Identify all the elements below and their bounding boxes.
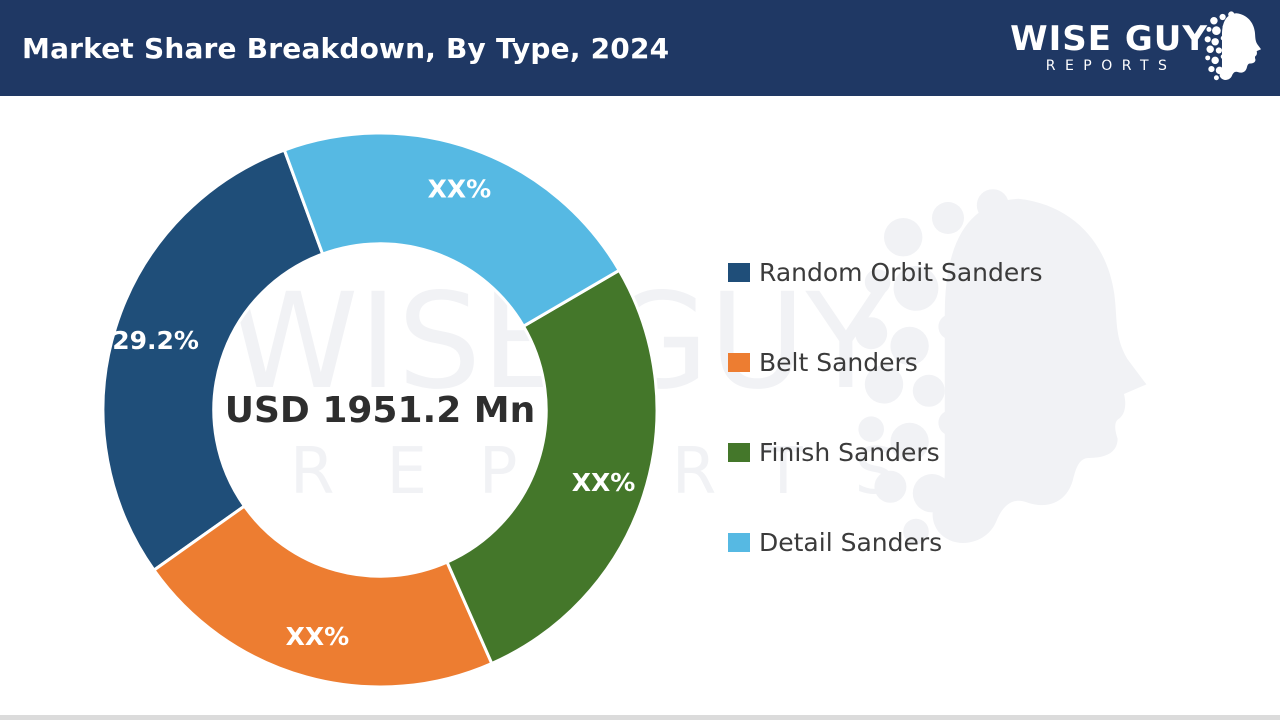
page-title: Market Share Breakdown, By Type, 2024 <box>22 31 670 65</box>
chart-center-value: USD 1951.2 Mn <box>224 390 536 431</box>
legend-label: Belt Sanders <box>759 347 918 377</box>
pie-slice-detail-sanders <box>282 131 621 328</box>
legend-item-finish-sanders: Finish Sanders <box>728 437 1043 467</box>
bottom-divider <box>0 715 1280 720</box>
legend-item-detail-sanders: Detail Sanders <box>728 527 1043 557</box>
legend-swatch-detail-sanders <box>728 532 750 552</box>
legend-swatch-belt-sanders <box>728 352 750 372</box>
legend-swatch-random-orbit-sanders <box>728 262 750 282</box>
brand-logo-text: WISE GUY REPORTS <box>1010 18 1208 75</box>
slice-label-belt-sanders: XX% <box>286 622 350 651</box>
brand-logo: WISE GUY REPORTS <box>1010 6 1266 90</box>
legend-label: Finish Sanders <box>759 437 940 467</box>
slice-label-finish-sanders: XX% <box>572 468 636 497</box>
slice-label-random-orbit-sanders: 29.2% <box>112 326 199 355</box>
legend-swatch-finish-sanders <box>728 442 750 462</box>
brand-name: WISE GUY <box>1010 18 1208 59</box>
donut-chart: 29.2% XX% XX% XX% <box>101 131 659 689</box>
legend-label: Detail Sanders <box>759 527 943 557</box>
legend-item-belt-sanders: Belt Sanders <box>728 347 1043 377</box>
pie-slice-belt-sanders <box>152 504 494 689</box>
chart-legend: Random Orbit Sanders Belt Sanders Finish… <box>728 257 1043 617</box>
slice-label-detail-sanders: XX% <box>428 174 492 203</box>
wiseguy-head-icon <box>1204 11 1262 81</box>
header: Market Share Breakdown, By Type, 2024 WI… <box>0 0 1280 96</box>
legend-item-random-orbit-sanders: Random Orbit Sanders <box>728 257 1043 287</box>
pie-slice-random-orbit-sanders <box>101 148 325 572</box>
pie-slice-finish-sanders <box>445 268 659 665</box>
legend-label: Random Orbit Sanders <box>759 257 1043 287</box>
brand-subname: REPORTS <box>1045 58 1177 75</box>
